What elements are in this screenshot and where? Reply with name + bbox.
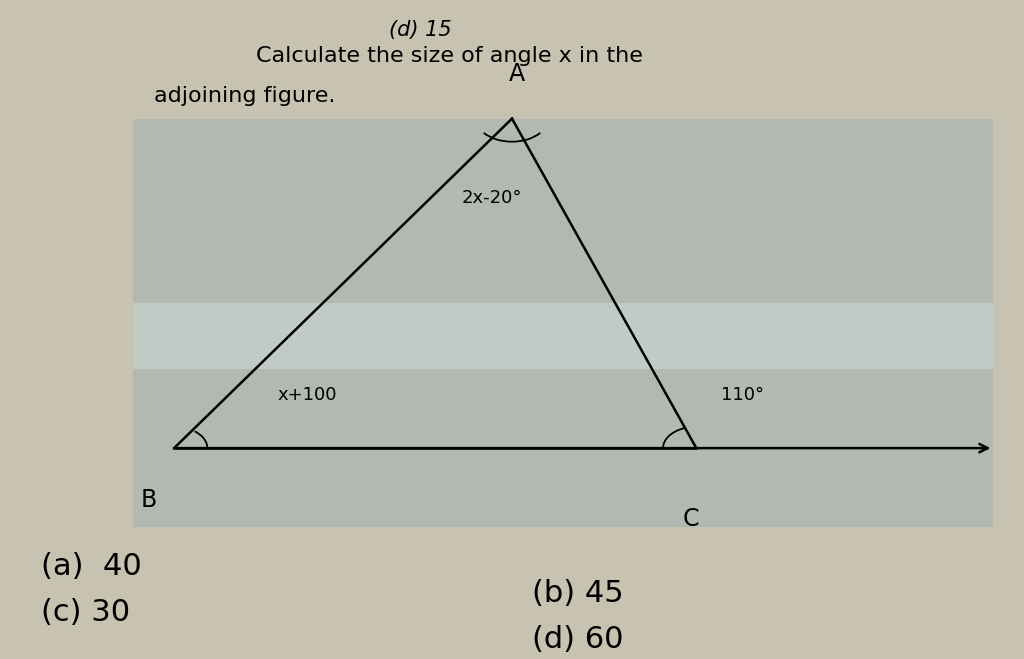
Text: adjoining figure.: adjoining figure. — [154, 86, 335, 105]
Text: x+100: x+100 — [278, 386, 337, 405]
Text: 110°: 110° — [721, 386, 764, 405]
Text: Calculate the size of angle x in the: Calculate the size of angle x in the — [256, 46, 643, 66]
Text: C: C — [683, 507, 699, 531]
Bar — [133, 303, 993, 369]
Text: (d) 15: (d) 15 — [389, 20, 452, 40]
Bar — [133, 119, 993, 527]
Text: A: A — [509, 62, 525, 86]
Text: (c) 30: (c) 30 — [41, 598, 130, 627]
Text: B: B — [140, 488, 157, 511]
Text: (d) 60: (d) 60 — [532, 625, 624, 654]
Text: 2x-20°: 2x-20° — [461, 188, 522, 207]
Text: (a)  40: (a) 40 — [41, 552, 141, 581]
Text: (b) 45: (b) 45 — [532, 579, 624, 608]
